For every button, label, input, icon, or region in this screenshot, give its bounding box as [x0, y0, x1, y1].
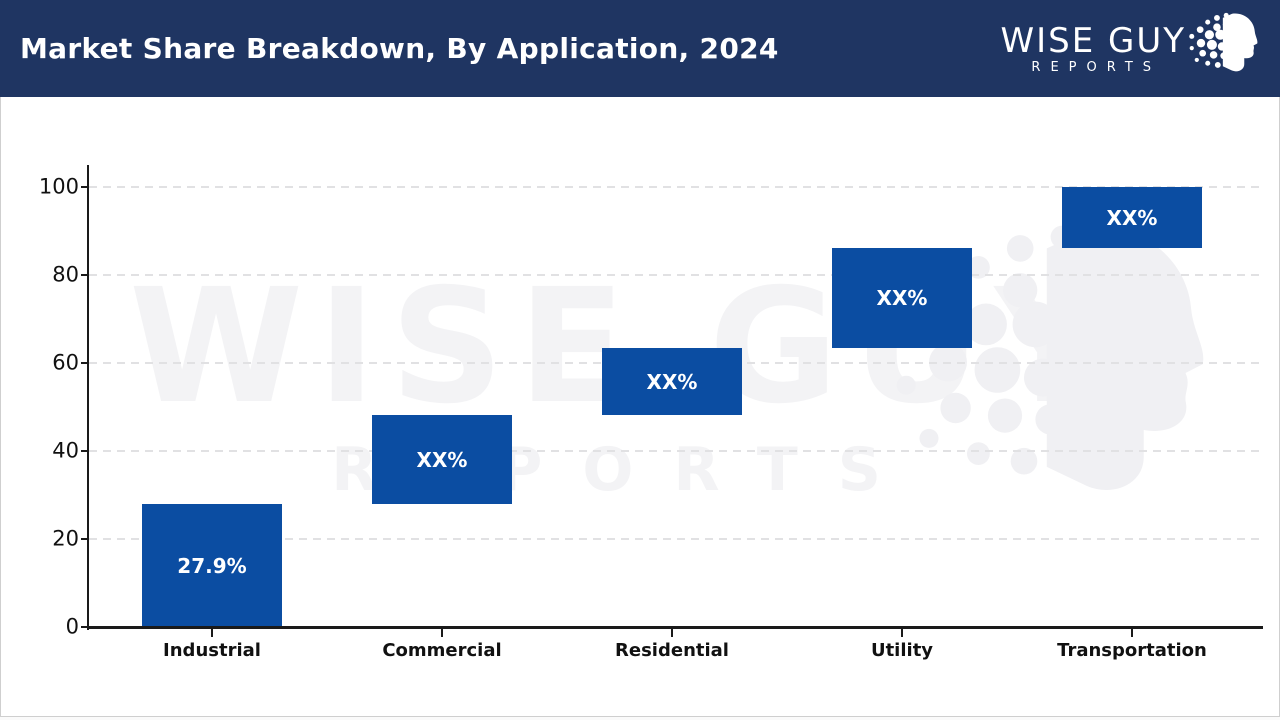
- y-tick-label: 40: [52, 438, 79, 463]
- bar-residential: XX%: [602, 348, 742, 416]
- header: Market Share Breakdown, By Application, …: [0, 0, 1280, 97]
- y-tick-mark: [81, 274, 89, 276]
- x-tick-label-utility: Utility: [870, 640, 934, 661]
- logo-line1: WISE GUY: [1000, 20, 1186, 61]
- chart-title: Market Share Breakdown, By Application, …: [20, 32, 779, 65]
- gridline-20: [89, 538, 1263, 540]
- x-tick-mark: [211, 629, 213, 637]
- y-tick-mark: [81, 450, 89, 452]
- y-tick-mark: [81, 538, 89, 540]
- logo-face-icon: [1189, 12, 1258, 71]
- y-tick-label: 0: [65, 614, 79, 639]
- x-tick-label-residential: Residential: [615, 640, 729, 661]
- y-tick-mark: [81, 626, 89, 628]
- bar-value-label: XX%: [416, 447, 468, 472]
- bar-transportation: XX%: [1062, 187, 1202, 249]
- bar-industrial: 27.9%: [142, 504, 282, 627]
- y-tick-mark: [81, 362, 89, 364]
- x-tick-mark: [1131, 629, 1133, 637]
- bar-value-label: 27.9%: [177, 553, 247, 578]
- y-tick-mark: [81, 186, 89, 188]
- bar-value-label: XX%: [1106, 205, 1158, 230]
- wiseguy-logo: WISE GUY REPORTS: [1000, 10, 1264, 88]
- x-tick-label-transportation: Transportation: [1057, 640, 1207, 661]
- gridline-80: [89, 274, 1263, 276]
- gridline-100: [89, 186, 1263, 188]
- y-tick-label: 60: [52, 350, 79, 375]
- bar-commercial: XX%: [372, 415, 512, 505]
- logo-wordmark: WISE GUY REPORTS: [1000, 24, 1186, 74]
- x-tick-mark: [671, 629, 673, 637]
- logo-line2: REPORTS: [1031, 59, 1162, 75]
- bar-value-label: XX%: [646, 369, 698, 394]
- bar-value-label: XX%: [876, 286, 928, 311]
- x-tick-label-industrial: Industrial: [163, 640, 261, 661]
- y-axis: [87, 165, 89, 630]
- y-tick-label: 20: [52, 526, 79, 551]
- x-tick-mark: [901, 629, 903, 637]
- y-tick-label: 80: [52, 262, 79, 287]
- gridline-40: [89, 450, 1263, 452]
- y-tick-label: 100: [38, 174, 79, 199]
- x-tick-label-commercial: Commercial: [382, 640, 502, 661]
- bar-utility: XX%: [832, 248, 972, 349]
- x-tick-mark: [441, 629, 443, 637]
- x-axis: [87, 626, 1263, 629]
